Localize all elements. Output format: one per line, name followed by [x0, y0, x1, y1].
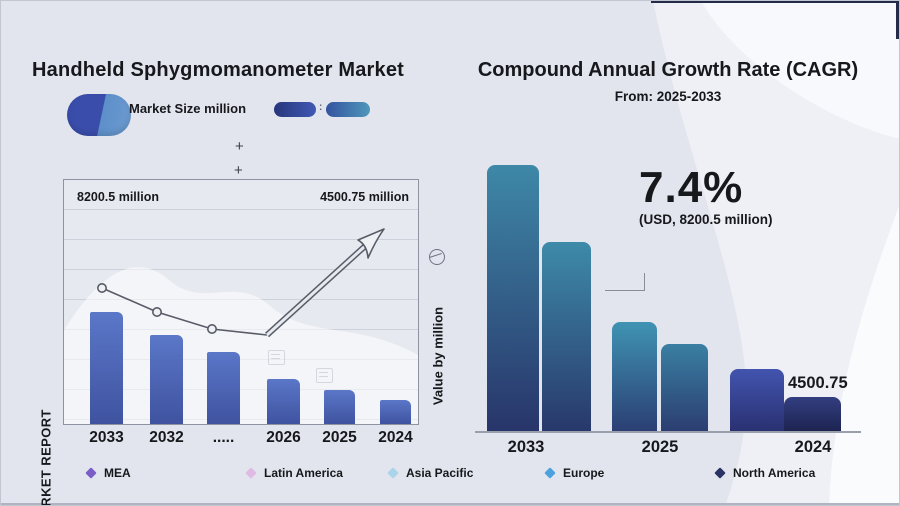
legend-item-north-america: North America: [714, 465, 816, 481]
diamond-marker-icon: [85, 467, 97, 479]
bar-2024-primary: [730, 369, 784, 431]
bar-2025-primary: [612, 322, 657, 431]
bar-2025: [324, 390, 355, 424]
market-size-chart: 8200.5 million 4500.75 million 2033 2032.…: [39, 179, 419, 505]
market-size-label: Market Size million: [129, 101, 247, 116]
diamond-marker-icon: [387, 467, 399, 479]
x-axis-label: .....: [212, 429, 235, 446]
x-axis-line: [475, 431, 861, 433]
page-title: Handheld Sphygmomanometer Market: [32, 59, 405, 81]
value-annotation-right: 4500.75 million: [320, 190, 409, 204]
x-axis-label: 2025: [641, 438, 679, 456]
capsule-icon: [67, 94, 131, 136]
bar-.....: [207, 352, 240, 424]
document-watermark-icon: [268, 350, 285, 365]
plus-mark-icon: +: [234, 162, 243, 179]
legend-item-europe: Europe: [544, 465, 605, 481]
plus-mark-icon: +: [235, 138, 244, 155]
diamond-marker-icon: [714, 467, 726, 479]
x-axis-label: 2026: [266, 429, 301, 446]
circle-slash-icon: [429, 249, 445, 265]
legend-item-mea: MEA: [85, 465, 131, 481]
value-annotation: 4500.75: [788, 374, 848, 392]
frame-bottom-line: [1, 503, 899, 505]
legend-label: Asia Pacific: [406, 466, 474, 480]
x-axis-label: 2025: [322, 429, 357, 446]
frame-right-accent: [896, 1, 899, 39]
cagr-period: From: 2025-2033: [614, 89, 722, 104]
bar-2024: [380, 400, 411, 424]
frame-top-accent: [651, 1, 899, 3]
bar-2033: [90, 312, 123, 424]
bar-2024-secondary: [784, 397, 841, 431]
diamond-marker-icon: [544, 467, 556, 479]
legend-label: Europe: [563, 466, 605, 480]
legend-label: Latin America: [264, 466, 343, 480]
x-axis-label: 2033: [89, 429, 124, 446]
cagr-rate-value: 7.4%: [639, 163, 744, 212]
bar-2032: [150, 335, 183, 424]
document-watermark-icon: [316, 368, 333, 383]
ratio-separator: :: [319, 102, 323, 113]
bar-2033-primary: [487, 165, 539, 431]
diamond-marker-icon: [245, 467, 257, 479]
legend-label: MEA: [104, 466, 131, 480]
x-axis-label: 2024: [794, 438, 832, 456]
bar-2025-secondary: [661, 344, 708, 431]
legend-item-asia-pacific: Asia Pacific: [387, 465, 474, 481]
cagr-title: Compound Annual Growth Rate (CAGR): [477, 59, 859, 81]
x-axis-label: 2032: [149, 429, 184, 446]
legend-item-latin-america: Latin America: [245, 465, 343, 481]
cagr-usd-note: (USD, 8200.5 million): [639, 212, 773, 227]
bar-2026: [267, 379, 300, 424]
bar-2033-secondary: [542, 242, 591, 431]
chart-plot-area: 8200.5 million 4500.75 million: [64, 180, 418, 424]
x-axis-label: 2033: [507, 438, 545, 456]
legend-label: North America: [733, 466, 816, 480]
pill-badge-teal-icon: [326, 102, 370, 117]
x-axis-label: 2024: [378, 429, 413, 446]
trend-line-and-arrow: [96, 228, 385, 338]
value-annotation-left: 8200.5 million: [77, 190, 159, 204]
pill-badge-dark-icon: [274, 102, 316, 117]
step-bracket-line: [605, 273, 645, 291]
